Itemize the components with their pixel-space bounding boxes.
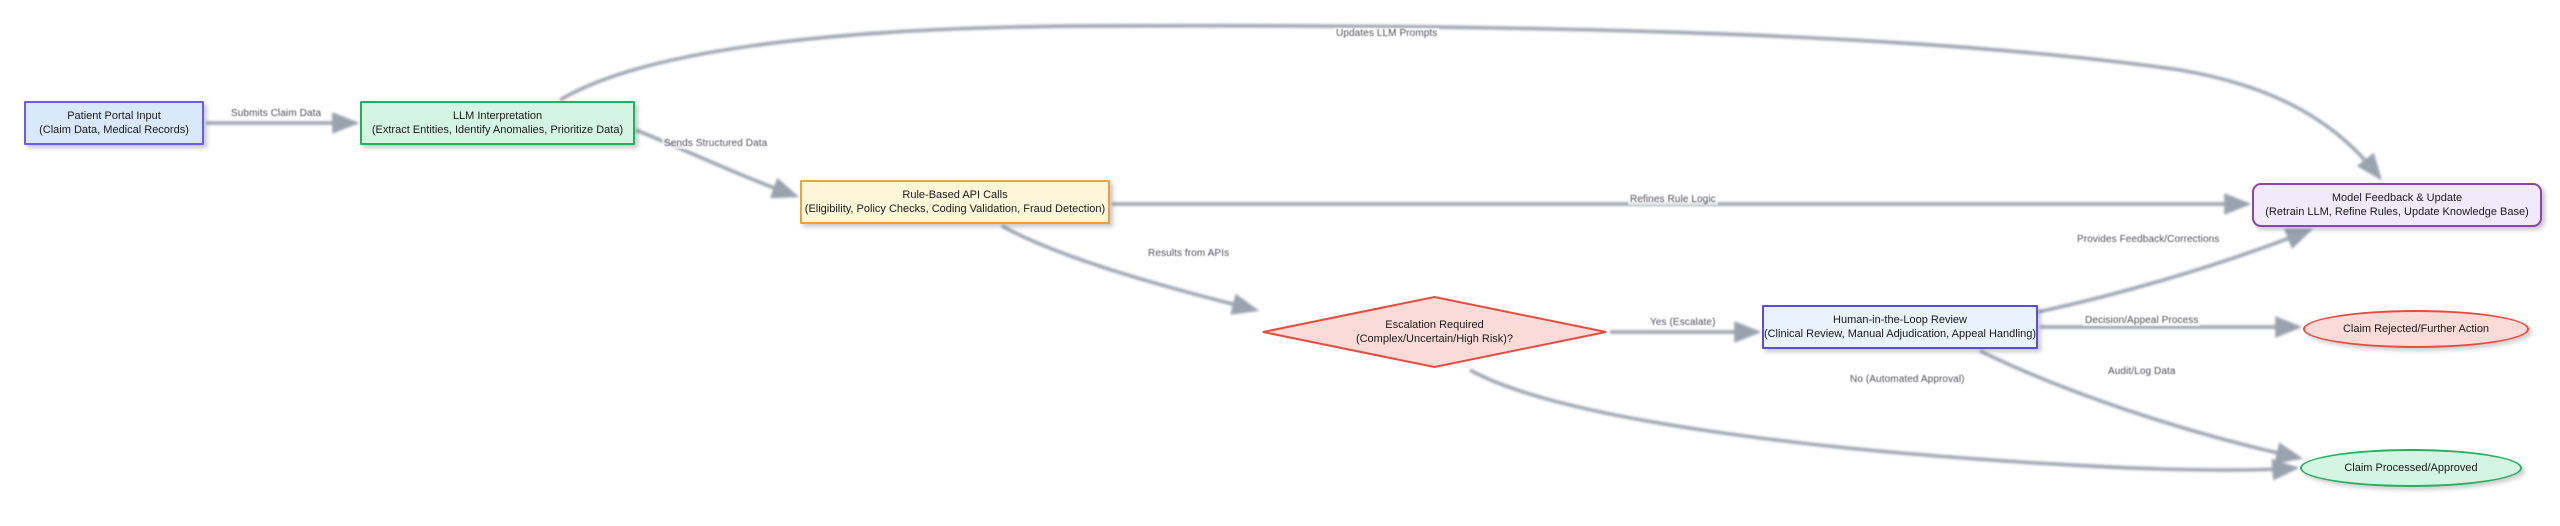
node-escalation-required-decision[interactable]: Escalation Required (Complex/Uncertain/H…	[1262, 295, 1607, 369]
edge-label-refines-rule-logic: Refines Rule Logic	[1628, 194, 1718, 205]
edge-label-results-from-apis: Results from APIs	[1146, 248, 1232, 259]
node-label-line2: (Extract Entities, Identify Anomalies, P…	[371, 124, 624, 136]
edge-human-to-feedback	[2037, 228, 2314, 314]
node-label-line2: (Retrain LLM, Refine Rules, Update Knowl…	[2265, 206, 2529, 218]
node-human-in-the-loop-review[interactable]: Human-in-the-Loop Review (Clinical Revie…	[1762, 305, 2038, 349]
edge-label-yes-escalate: Yes (Escalate)	[1648, 317, 1718, 328]
edge-label-provides-feedback-corrections: Provides Feedback/Corrections	[2075, 234, 2222, 245]
edge-label-audit-log-data: Audit/Log Data	[2106, 366, 2178, 377]
edge-label-no-automated-approval: No (Automated Approval)	[1848, 374, 1967, 385]
node-label-line1: Claim Processed/Approved	[2344, 461, 2478, 474]
node-rule-based-api-calls[interactable]: Rule-Based API Calls (Eligibility, Polic…	[800, 180, 1110, 224]
node-label-line1: Model Feedback & Update	[2331, 191, 2463, 204]
node-label-line2: (Clinical Review, Manual Adjudication, A…	[1763, 328, 2037, 340]
node-claim-approved[interactable]: Claim Processed/Approved	[2300, 449, 2522, 487]
node-llm-interpretation[interactable]: LLM Interpretation (Extract Entities, Id…	[360, 101, 635, 145]
node-label-line1: Claim Rejected/Further Action	[2342, 322, 2490, 335]
edge-label-decision-appeal-process: Decision/Appeal Process	[2083, 315, 2201, 326]
edge-label-submits-claim-data: Submits Claim Data	[229, 108, 324, 119]
node-patient-portal-input[interactable]: Patient Portal Input (Claim Data, Medica…	[24, 101, 204, 145]
node-label-line1: Patient Portal Input	[67, 109, 161, 122]
node-label-line2: (Claim Data, Medical Records)	[39, 124, 189, 136]
node-label-line1: Human-in-the-Loop Review	[1833, 313, 1967, 326]
node-model-feedback-update[interactable]: Model Feedback & Update (Retrain LLM, Re…	[2252, 183, 2542, 227]
diamond-shape	[1262, 295, 1607, 369]
edge-decision-to-approved	[1469, 368, 2300, 481]
node-label-line1: Rule-Based API Calls	[902, 188, 1008, 201]
node-label-line1: LLM Interpretation	[452, 109, 543, 122]
edge-label-sends-structured-data: Sends Structured Data	[662, 138, 770, 149]
edge-llm-to-rules	[635, 128, 800, 199]
node-claim-rejected[interactable]: Claim Rejected/Further Action	[2303, 310, 2529, 348]
node-label-line2: (Eligibility, Policy Checks, Coding Vali…	[804, 203, 1106, 215]
edge-paths	[206, 23, 2383, 481]
edge-llm-to-feedback-top	[559, 23, 2383, 181]
edge-rules-to-decision	[1001, 224, 1260, 315]
edge-human-to-approved	[1979, 349, 2304, 464]
edge-label-updates-llm-prompts: Updates LLM Prompts	[1334, 28, 1440, 39]
